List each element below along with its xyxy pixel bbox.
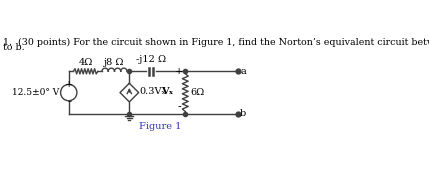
Text: 1.  (30 points) For the circuit shown in Figure 1, find the Norton’s equivalent : 1. (30 points) For the circuit shown in … [3, 38, 429, 47]
Text: to b.: to b. [3, 43, 24, 52]
Text: 0.3Vₓ: 0.3Vₓ [140, 87, 166, 96]
Text: -: - [178, 102, 181, 112]
Text: 6Ω: 6Ω [190, 88, 204, 97]
Text: b: b [240, 109, 246, 118]
Text: 4Ω: 4Ω [79, 58, 93, 67]
Text: Vₓ: Vₓ [161, 87, 174, 96]
Text: Figure 1: Figure 1 [139, 122, 181, 131]
Text: -j12 Ω: -j12 Ω [136, 55, 166, 64]
Text: +: + [175, 67, 184, 76]
Text: 12.5±0° V: 12.5±0° V [12, 88, 59, 97]
Text: -: - [67, 95, 71, 109]
Text: a: a [240, 67, 246, 76]
Text: +: + [65, 80, 73, 89]
Text: j8 Ω: j8 Ω [104, 58, 125, 67]
